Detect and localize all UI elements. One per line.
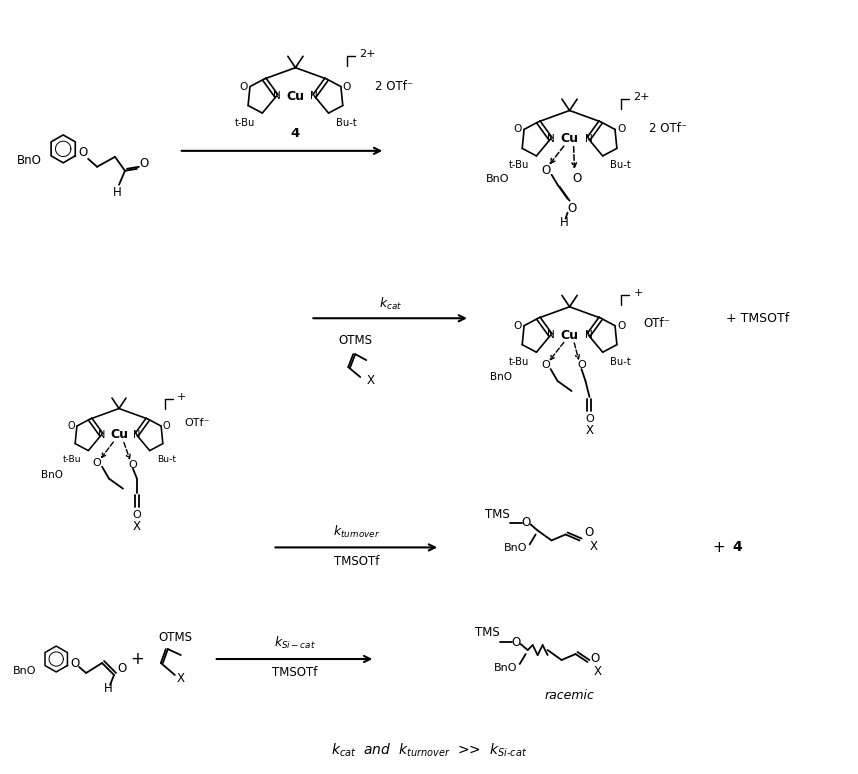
- Text: X: X: [589, 540, 597, 553]
- Text: Bu-t: Bu-t: [610, 357, 631, 367]
- Text: O: O: [591, 652, 600, 665]
- Text: 2+: 2+: [360, 50, 376, 59]
- Text: TMSOTf: TMSOTf: [334, 555, 379, 568]
- Text: N: N: [98, 430, 106, 440]
- Text: O: O: [139, 157, 148, 170]
- Text: N: N: [311, 91, 318, 101]
- Text: Bu-t: Bu-t: [610, 160, 631, 170]
- Text: TMSOTf: TMSOTf: [272, 666, 317, 680]
- Text: +: +: [633, 289, 643, 298]
- Text: O: O: [511, 635, 520, 649]
- Text: BnO: BnO: [486, 173, 510, 183]
- Text: BnO: BnO: [41, 470, 63, 480]
- Text: 2 OTf⁻: 2 OTf⁻: [375, 80, 414, 93]
- Text: X: X: [366, 374, 374, 386]
- Text: BnO: BnO: [16, 154, 41, 167]
- Text: X: X: [133, 520, 141, 533]
- Text: H: H: [560, 216, 569, 229]
- Text: t-Bu: t-Bu: [509, 357, 529, 367]
- Text: O: O: [70, 656, 80, 670]
- Text: O: O: [239, 81, 248, 91]
- Text: O: O: [617, 125, 625, 135]
- Text: N: N: [584, 330, 592, 341]
- Text: $k_{turnover}$: $k_{turnover}$: [333, 523, 380, 539]
- Text: O: O: [541, 360, 550, 370]
- Text: N: N: [584, 134, 592, 144]
- Text: O: O: [514, 125, 523, 135]
- Text: O: O: [541, 164, 550, 177]
- Text: O: O: [129, 460, 137, 470]
- Text: Cu: Cu: [287, 90, 305, 102]
- Text: +: +: [177, 392, 186, 402]
- Text: H: H: [112, 187, 121, 199]
- Text: Cu: Cu: [110, 428, 128, 441]
- Text: O: O: [118, 663, 127, 676]
- Text: N: N: [547, 330, 554, 341]
- Text: OTMS: OTMS: [338, 334, 372, 347]
- Text: X: X: [585, 424, 594, 437]
- Text: Bu-t: Bu-t: [336, 118, 357, 128]
- Text: t-Bu: t-Bu: [509, 160, 529, 170]
- Text: O: O: [343, 81, 351, 91]
- Text: O: O: [572, 173, 581, 185]
- Text: Cu: Cu: [560, 132, 578, 146]
- Text: $k_{Si-cat}$: $k_{Si-cat}$: [274, 635, 316, 651]
- Text: N: N: [547, 134, 554, 144]
- Text: $k_{cat}$: $k_{cat}$: [378, 296, 402, 313]
- Text: N: N: [273, 91, 281, 101]
- Text: BnO: BnO: [505, 543, 528, 553]
- Text: O: O: [585, 414, 594, 424]
- Text: OTMS: OTMS: [159, 631, 193, 644]
- Text: OTf⁻: OTf⁻: [644, 317, 670, 330]
- Text: BnO: BnO: [494, 663, 517, 673]
- Text: + TMSOTf: + TMSOTf: [726, 312, 789, 325]
- Text: 2 OTf⁻: 2 OTf⁻: [650, 122, 687, 135]
- Text: $k_{cat}$  and  $k_{turnover}$  >>  $k_{Si\text{-}cat}$: $k_{cat}$ and $k_{turnover}$ >> $k_{Si\t…: [331, 742, 527, 759]
- Text: O: O: [567, 202, 577, 215]
- Text: O: O: [617, 320, 625, 330]
- Text: N: N: [133, 430, 140, 440]
- Text: O: O: [514, 320, 523, 330]
- Text: O: O: [163, 421, 171, 431]
- Text: BnO: BnO: [490, 372, 511, 382]
- Text: O: O: [585, 526, 594, 539]
- Text: OTf⁻: OTf⁻: [184, 418, 210, 428]
- Text: X: X: [177, 673, 184, 686]
- Text: BnO: BnO: [13, 666, 36, 676]
- Text: 2+: 2+: [633, 92, 650, 102]
- Text: O: O: [133, 509, 142, 519]
- Text: Bu-t: Bu-t: [157, 455, 176, 464]
- Text: TMS: TMS: [485, 508, 510, 521]
- Text: O: O: [93, 457, 101, 467]
- Text: +: +: [713, 540, 725, 555]
- Text: TMS: TMS: [475, 625, 499, 639]
- Text: Cu: Cu: [560, 329, 578, 341]
- Text: X: X: [594, 666, 601, 679]
- Text: t-Bu: t-Bu: [63, 455, 82, 464]
- Text: 4: 4: [732, 540, 742, 554]
- Text: t-Bu: t-Bu: [234, 118, 255, 128]
- Text: 4: 4: [291, 128, 300, 140]
- Text: H: H: [104, 683, 112, 695]
- Text: O: O: [577, 360, 586, 370]
- Text: O: O: [521, 516, 530, 529]
- Text: +: +: [130, 650, 144, 668]
- Text: O: O: [78, 146, 88, 159]
- Text: racemic: racemic: [545, 690, 595, 702]
- Text: O: O: [68, 421, 76, 431]
